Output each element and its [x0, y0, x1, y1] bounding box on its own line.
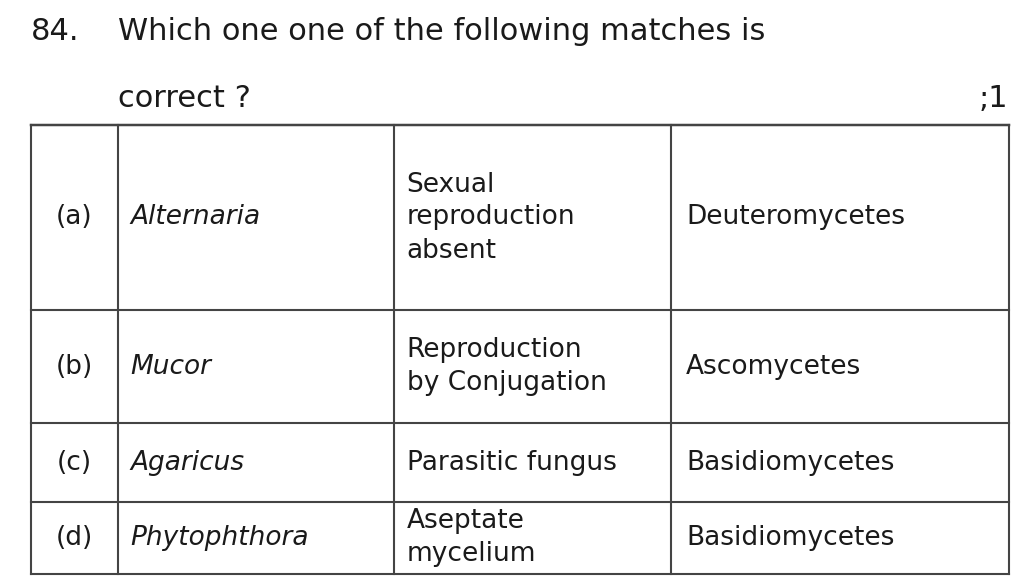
Text: Sexual
reproduction
absent: Sexual reproduction absent: [407, 172, 575, 263]
Text: Mucor: Mucor: [130, 354, 211, 380]
Text: 84.: 84.: [31, 17, 79, 46]
Text: Agaricus: Agaricus: [130, 450, 244, 476]
Text: (b): (b): [55, 354, 93, 380]
Text: (a): (a): [56, 205, 92, 230]
Text: (c): (c): [56, 450, 92, 476]
Text: Which one one of the following matches is: Which one one of the following matches i…: [118, 17, 765, 46]
Text: Deuteromycetes: Deuteromycetes: [686, 205, 905, 230]
Text: Ascomycetes: Ascomycetes: [686, 354, 861, 380]
Text: ;1: ;1: [979, 84, 1009, 113]
Text: Basidiomycetes: Basidiomycetes: [686, 450, 894, 476]
Text: Reproduction
by Conjugation: Reproduction by Conjugation: [407, 338, 606, 396]
Text: Aseptate
mycelium: Aseptate mycelium: [407, 509, 536, 567]
Text: correct ?: correct ?: [118, 84, 251, 113]
Text: Alternaria: Alternaria: [130, 205, 260, 230]
Text: Basidiomycetes: Basidiomycetes: [686, 525, 894, 551]
Text: Phytophthora: Phytophthora: [130, 525, 308, 551]
Text: (d): (d): [55, 525, 93, 551]
Text: Parasitic fungus: Parasitic fungus: [407, 450, 616, 476]
